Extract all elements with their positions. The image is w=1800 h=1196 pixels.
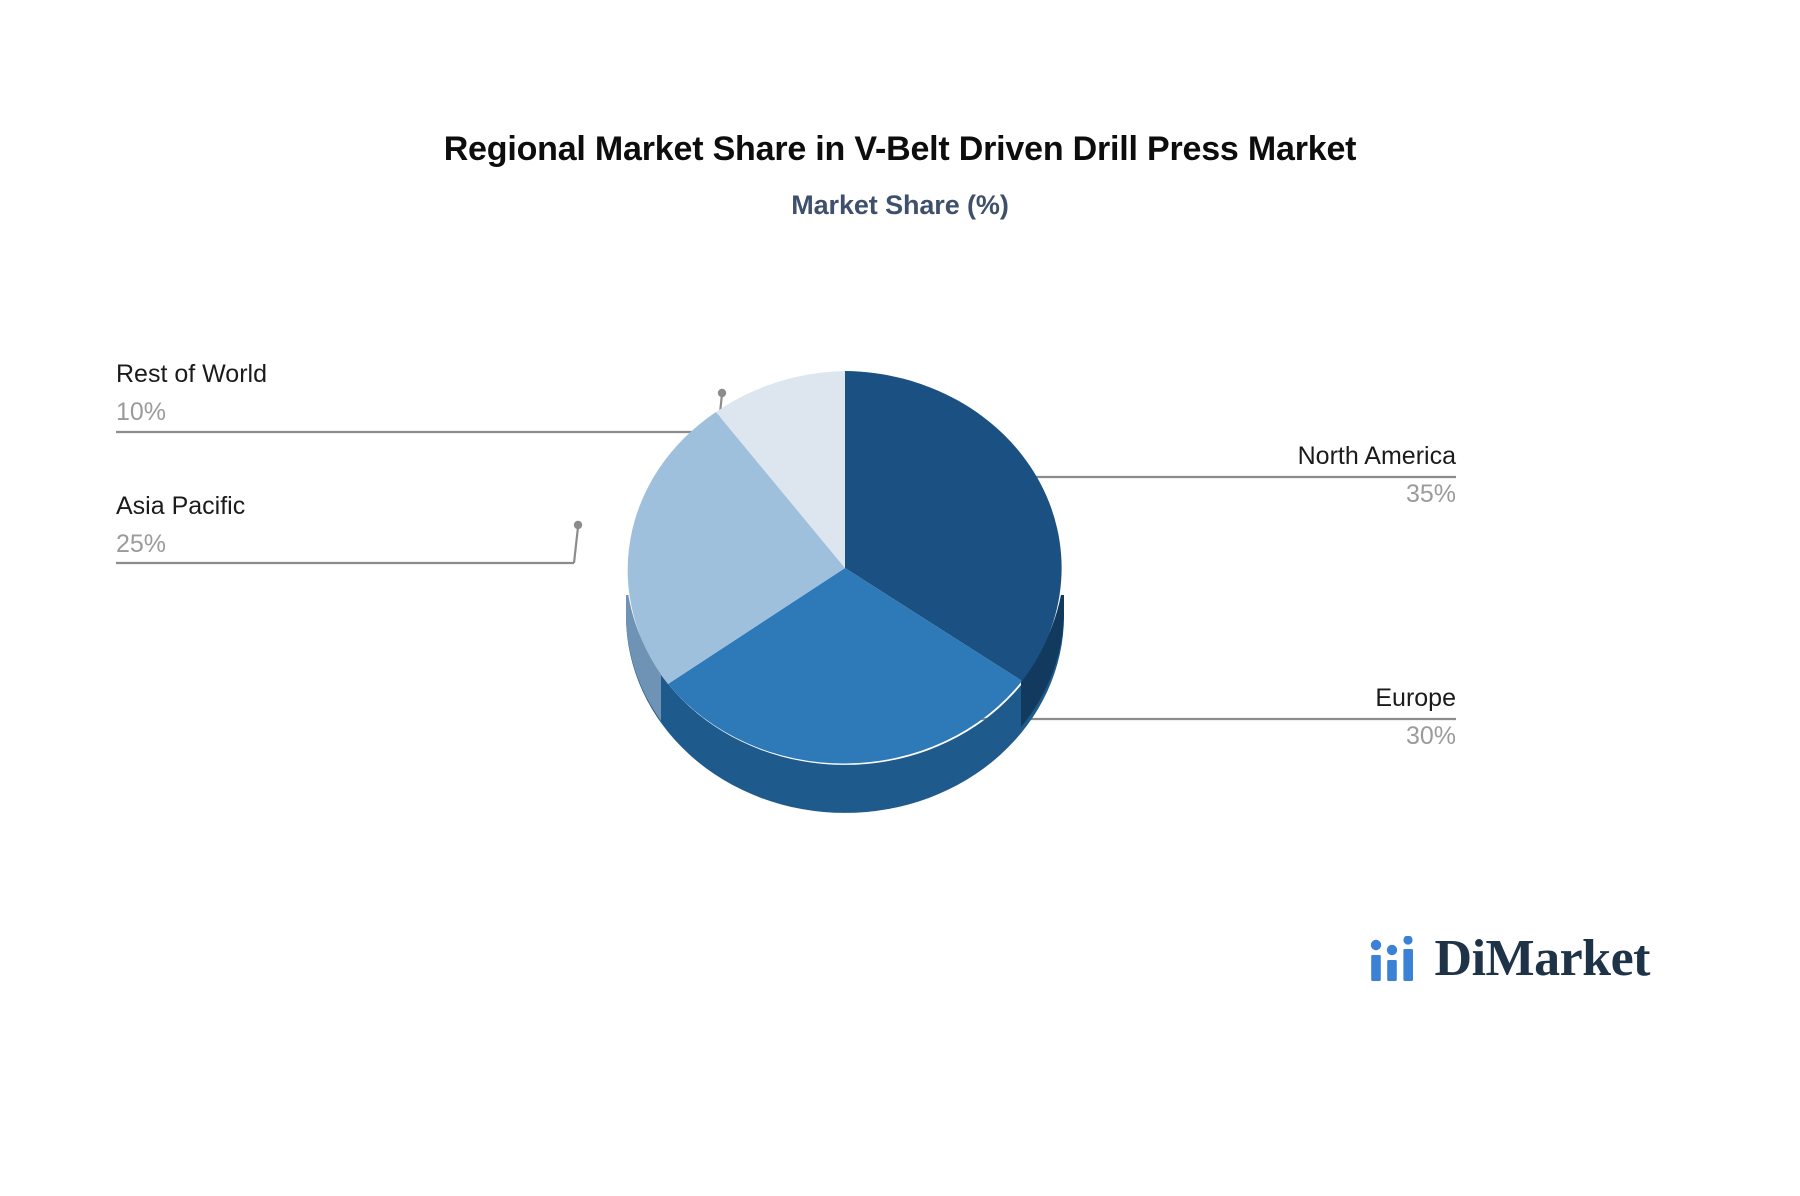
callout-value-europe: 30% [1405,721,1456,750]
brand-logo: DiMarket [1369,929,1651,988]
callout-label-asia-pacific: Asia Pacific [116,492,246,520]
brand-name: DiMarket [1434,930,1651,987]
callout-europe[interactable]: Europe 30% [856,684,1456,751]
chart-title: Regional Market Share in V-Belt Driven D… [443,130,1357,168]
pie-slices [627,371,1062,764]
chart-subtitle: Market Share (%) [791,190,1009,220]
pie-depth [626,595,1064,813]
callout-value-rest-of-world: 10% [116,397,167,426]
pie-slice-asia-pacific[interactable] [627,412,845,684]
callout-value-north-america: 35% [1405,479,1456,508]
callout-asia-pacific[interactable]: Asia Pacific 25% [116,492,245,559]
callout-label-rest-of-world: Rest of World [116,360,267,388]
callout-rest-of-world[interactable]: Rest of World 10% [116,360,267,427]
callout-label-north-america: North America [1297,442,1456,470]
callout-label-europe: Europe [1375,684,1456,712]
callout-north-america[interactable]: North America 35% [856,442,1456,509]
pie-chart [565,355,1225,935]
pie-slice-north-america[interactable] [845,371,1062,681]
pie-slice-europe[interactable] [668,568,1022,764]
callout-value-asia-pacific: 25% [116,529,167,558]
pie-slice-rest-of-world[interactable] [716,371,845,568]
bar-chart-icon [1370,935,1413,981]
